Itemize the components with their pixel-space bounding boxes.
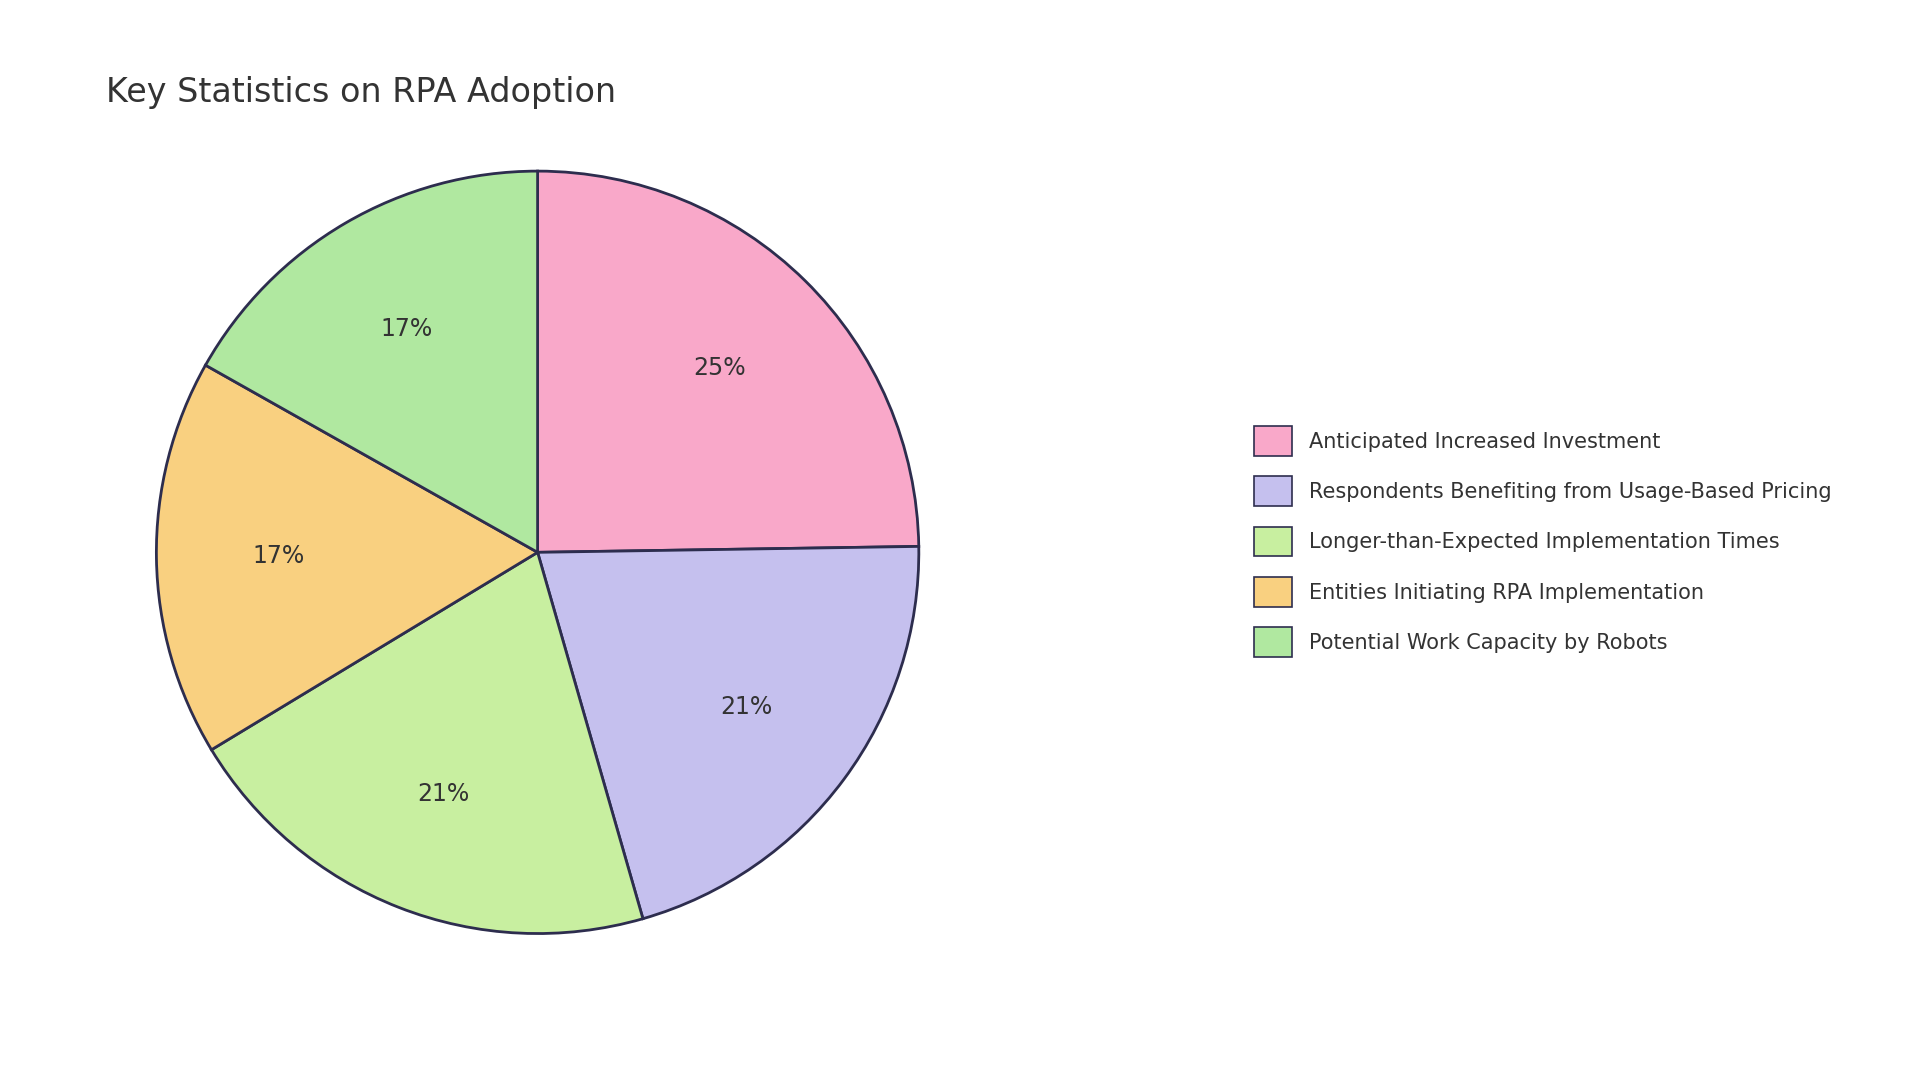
Wedge shape [538, 547, 920, 918]
Wedge shape [205, 171, 538, 552]
Legend: Anticipated Increased Investment, Respondents Benefiting from Usage-Based Pricin: Anticipated Increased Investment, Respon… [1233, 405, 1853, 678]
Text: 21%: 21% [720, 694, 772, 719]
Text: 21%: 21% [417, 782, 468, 806]
Wedge shape [211, 552, 643, 934]
Text: 17%: 17% [252, 545, 305, 569]
Wedge shape [156, 365, 538, 749]
Text: 17%: 17% [380, 316, 432, 340]
Text: Key Statistics on RPA Adoption: Key Statistics on RPA Adoption [106, 76, 616, 108]
Text: 25%: 25% [693, 355, 745, 380]
Wedge shape [538, 171, 920, 552]
